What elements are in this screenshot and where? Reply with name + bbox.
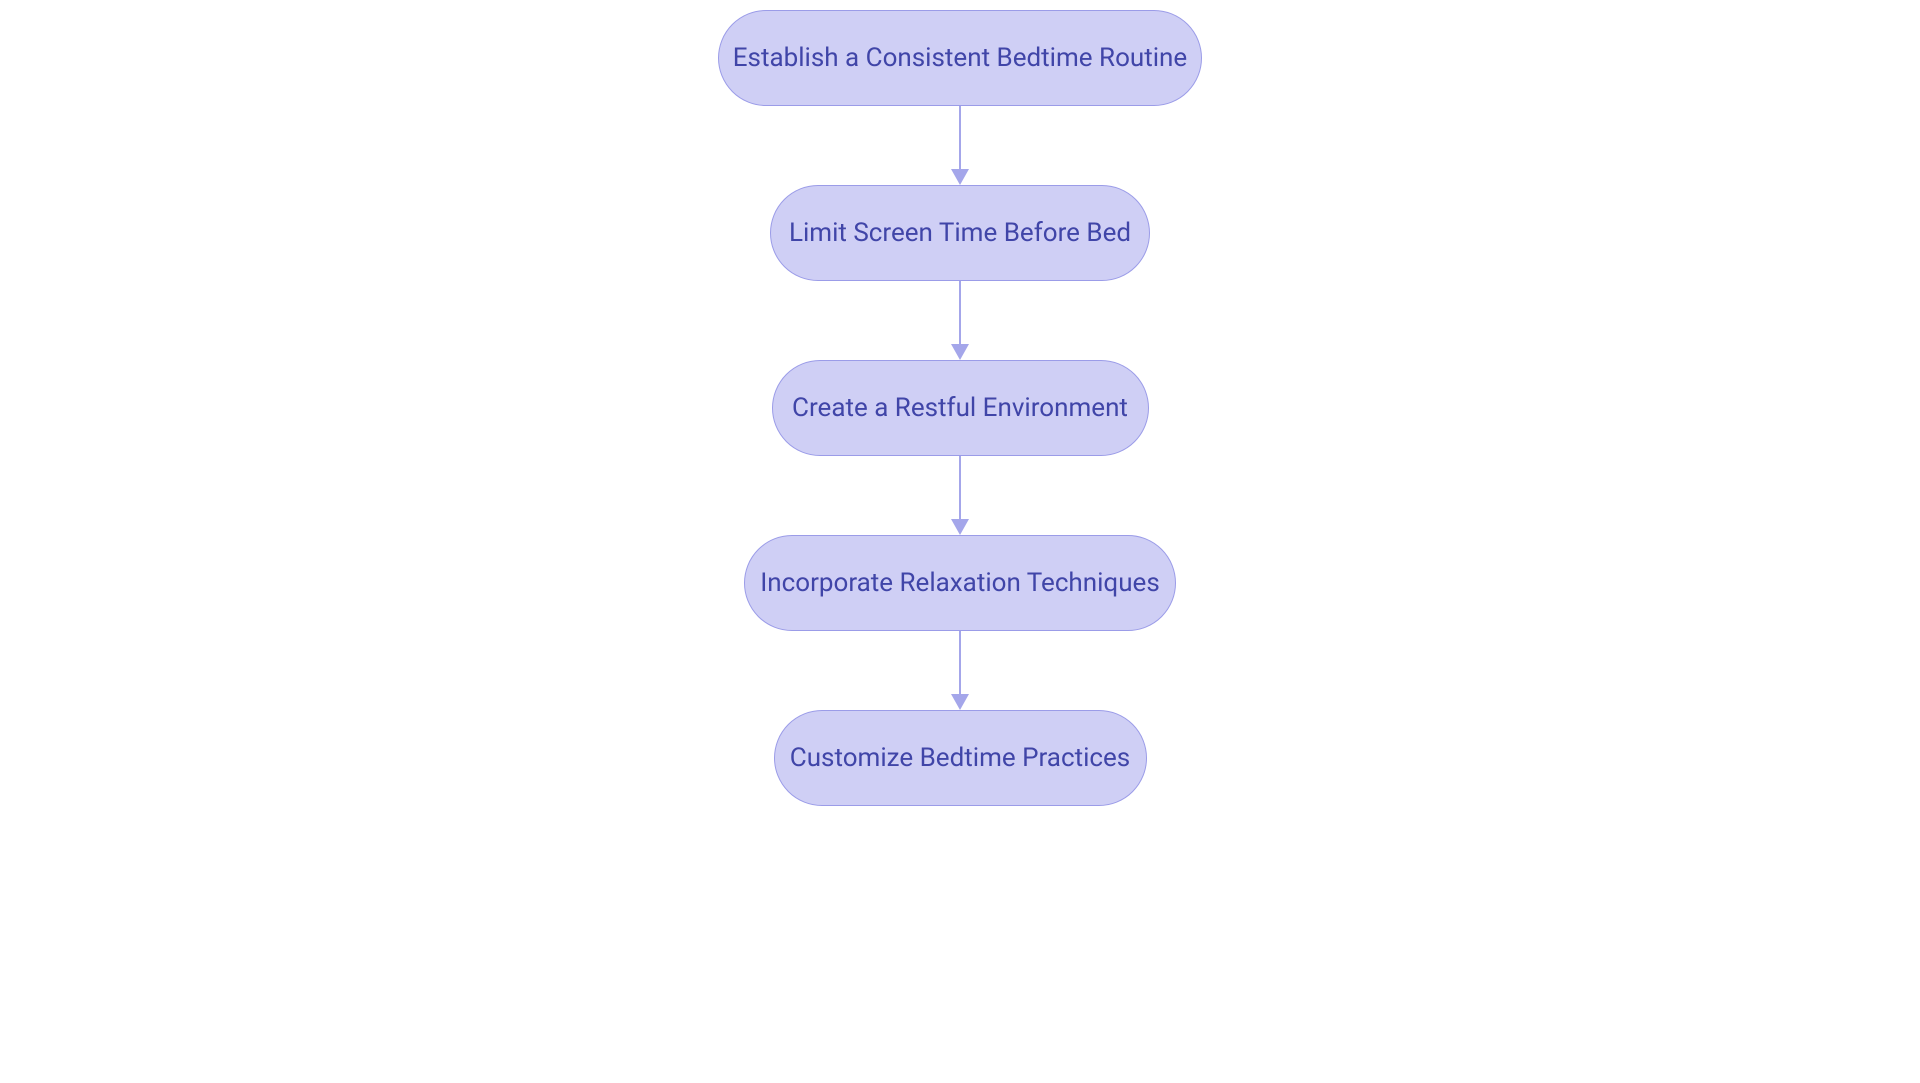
flow-node-n4: Incorporate Relaxation Techniques (744, 535, 1176, 631)
flow-arrow-line (959, 106, 962, 169)
flow-arrow-line (959, 456, 962, 519)
flow-node-n5: Customize Bedtime Practices (774, 710, 1147, 806)
flow-arrow (951, 281, 969, 360)
flow-arrow-line (959, 281, 962, 344)
flow-arrow-head (951, 169, 969, 185)
flow-node-label: Create a Restful Environment (792, 393, 1128, 423)
flow-node-n1: Establish a Consistent Bedtime Routine (718, 10, 1202, 106)
flow-node-n2: Limit Screen Time Before Bed (770, 185, 1150, 281)
flowchart-container: Establish a Consistent Bedtime Routine Li… (718, 10, 1202, 806)
flow-arrow-head (951, 519, 969, 535)
flow-arrow-head (951, 694, 969, 710)
flow-arrow (951, 456, 969, 535)
flow-node-n3: Create a Restful Environment (772, 360, 1149, 456)
flow-arrow (951, 106, 969, 185)
flow-node-label: Limit Screen Time Before Bed (789, 218, 1131, 248)
flow-arrow (951, 631, 969, 710)
flow-arrow-line (959, 631, 962, 694)
flow-arrow-head (951, 344, 969, 360)
flow-node-label: Establish a Consistent Bedtime Routine (733, 43, 1187, 73)
flow-node-label: Incorporate Relaxation Techniques (760, 568, 1160, 598)
flow-node-label: Customize Bedtime Practices (790, 743, 1130, 773)
